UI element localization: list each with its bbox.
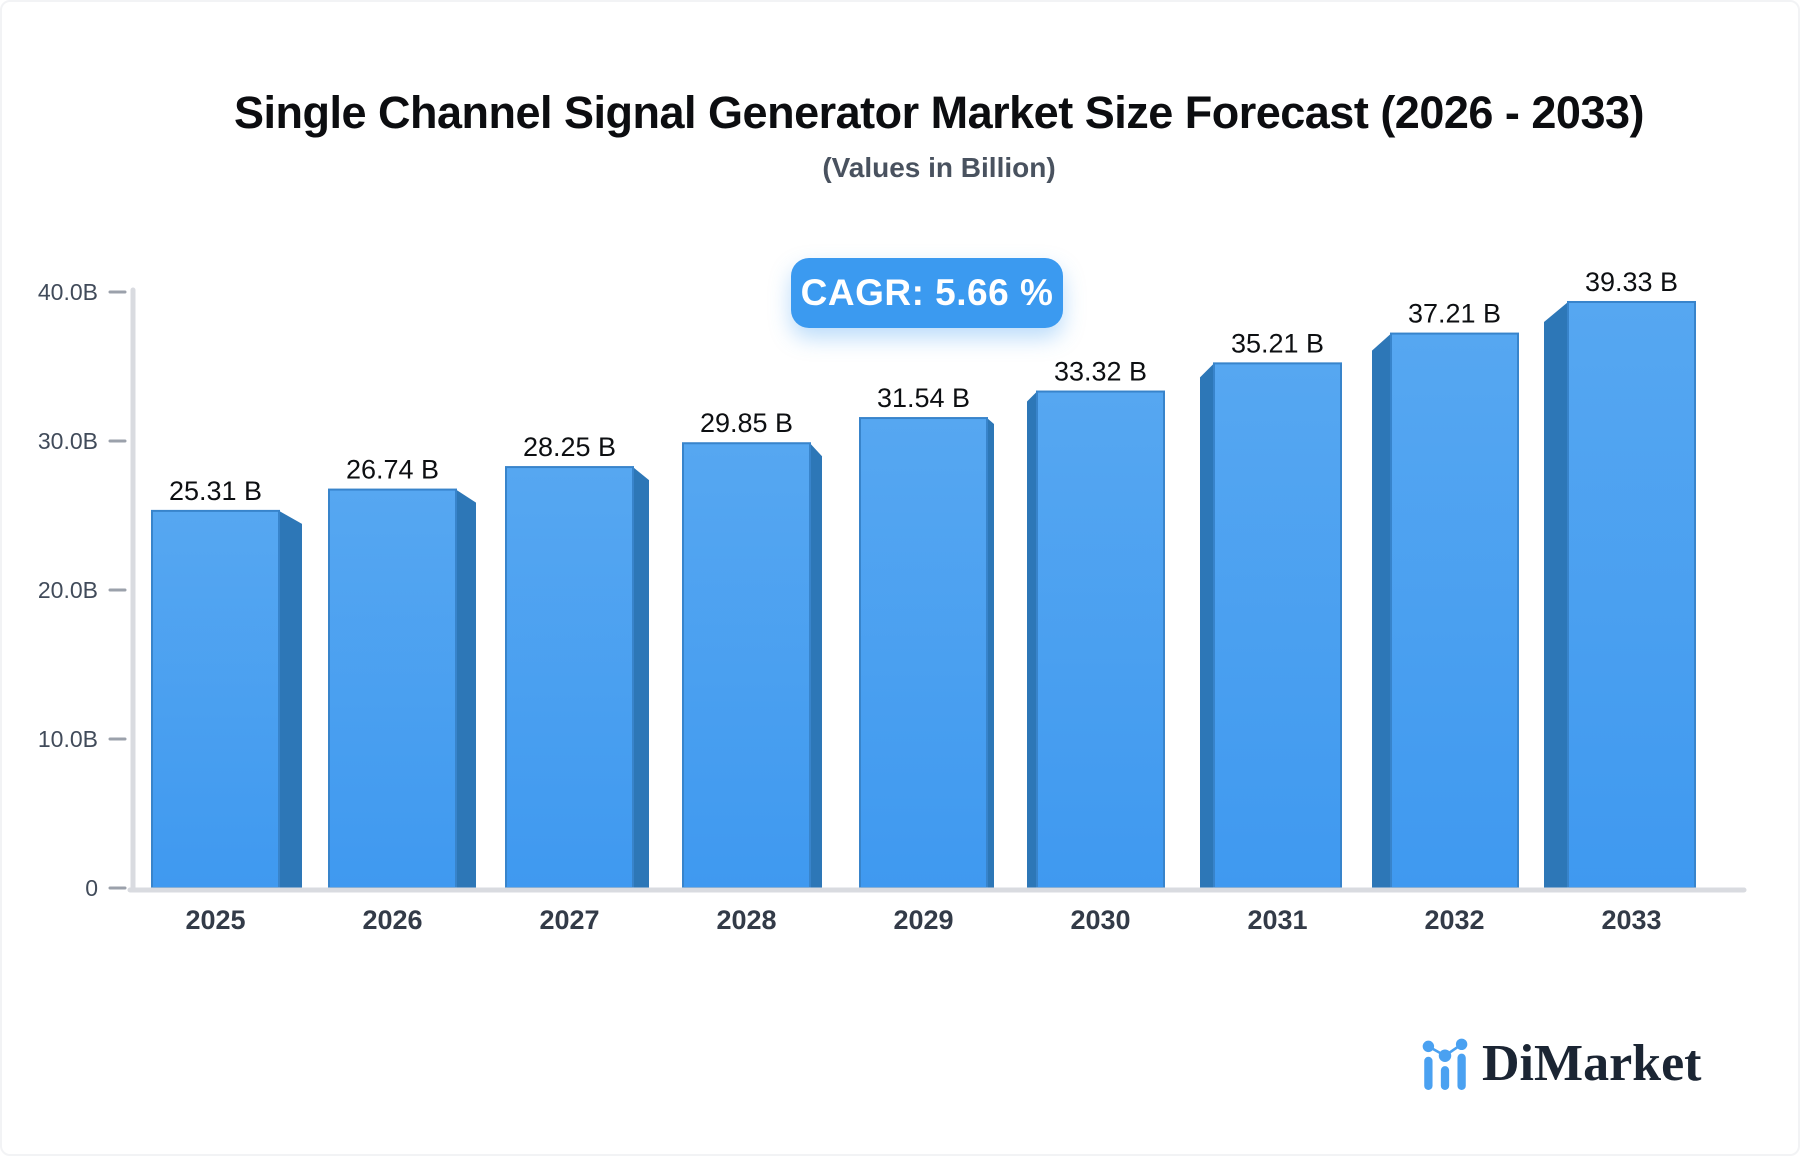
y-axis-label: 0: [85, 875, 98, 901]
bar-face[interactable]: [1567, 300, 1696, 890]
x-axis-label: 2025: [185, 905, 245, 935]
chart-title: Single Channel Signal Generator Market S…: [233, 87, 1645, 138]
bar-value-label: 29.85 B: [700, 408, 793, 438]
bar-face[interactable]: [682, 442, 811, 889]
bar-value-label: 39.33 B: [1585, 267, 1678, 297]
y-axis-label: 20.0B: [38, 577, 98, 603]
bar-value-label: 28.25 B: [523, 432, 616, 462]
bar-side-face[interactable]: [1372, 333, 1391, 888]
bar-face[interactable]: [1213, 362, 1342, 890]
bar-face[interactable]: [151, 509, 280, 889]
bar-2029[interactable]: [859, 417, 994, 889]
bar-value-label: 37.21 B: [1408, 299, 1501, 329]
x-axis-label: 2030: [1070, 905, 1130, 935]
bar-2031[interactable]: [1200, 362, 1342, 890]
x-axis-label: 2028: [716, 905, 776, 935]
bar-value-label: 33.32 B: [1054, 357, 1147, 387]
y-axis-label: 10.0B: [38, 726, 98, 752]
x-axis-label: 2031: [1247, 905, 1307, 935]
bar-chart-logo-icon: [1422, 1038, 1468, 1090]
bar-side-face[interactable]: [1544, 301, 1568, 888]
bar-face[interactable]: [1036, 390, 1165, 889]
bar-side-face[interactable]: [1200, 363, 1214, 889]
bar-2025[interactable]: [151, 509, 302, 889]
bar-2028[interactable]: [682, 442, 822, 889]
x-axis-label: 2033: [1601, 905, 1661, 935]
x-axis-label: 2032: [1424, 905, 1484, 935]
bar-2026[interactable]: [328, 488, 476, 889]
bar-side-face[interactable]: [987, 418, 994, 888]
x-axis-label: 2029: [893, 905, 953, 935]
bar-face[interactable]: [505, 466, 634, 889]
bar-face[interactable]: [328, 488, 457, 889]
chart-subtitle: (Values in Billion): [822, 151, 1056, 183]
bar-side-face[interactable]: [279, 510, 302, 888]
y-axis-label: 30.0B: [38, 428, 98, 454]
bar-value-label: 35.21 B: [1231, 328, 1324, 358]
bar-value-label: 31.54 B: [877, 383, 970, 413]
bar-face[interactable]: [1390, 332, 1519, 890]
bar-2030[interactable]: [1027, 390, 1165, 889]
dimarket-logo-text: DiMarket: [1482, 1035, 1702, 1092]
bar-2032[interactable]: [1372, 332, 1519, 890]
bar-2027[interactable]: [505, 466, 649, 889]
chart-header: Single Channel Signal Generator Market S…: [39, 87, 1798, 184]
bar-face[interactable]: [859, 417, 988, 889]
bar-side-face[interactable]: [633, 467, 649, 888]
cagr-badge: CAGR: 5.66 %: [791, 258, 1063, 328]
bar-side-face[interactable]: [1027, 391, 1037, 888]
x-axis-label: 2026: [362, 905, 422, 935]
dimarket-logo: DiMarket: [1422, 1036, 1701, 1090]
x-axis-label: 2027: [539, 905, 599, 935]
y-axis-label: 40.0B: [38, 279, 98, 305]
bar-side-face[interactable]: [810, 443, 822, 888]
bar-side-face[interactable]: [456, 489, 476, 888]
bar-value-label: 26.74 B: [346, 455, 439, 485]
bar-2033[interactable]: [1544, 300, 1696, 890]
bar-value-label: 25.31 B: [169, 476, 262, 506]
